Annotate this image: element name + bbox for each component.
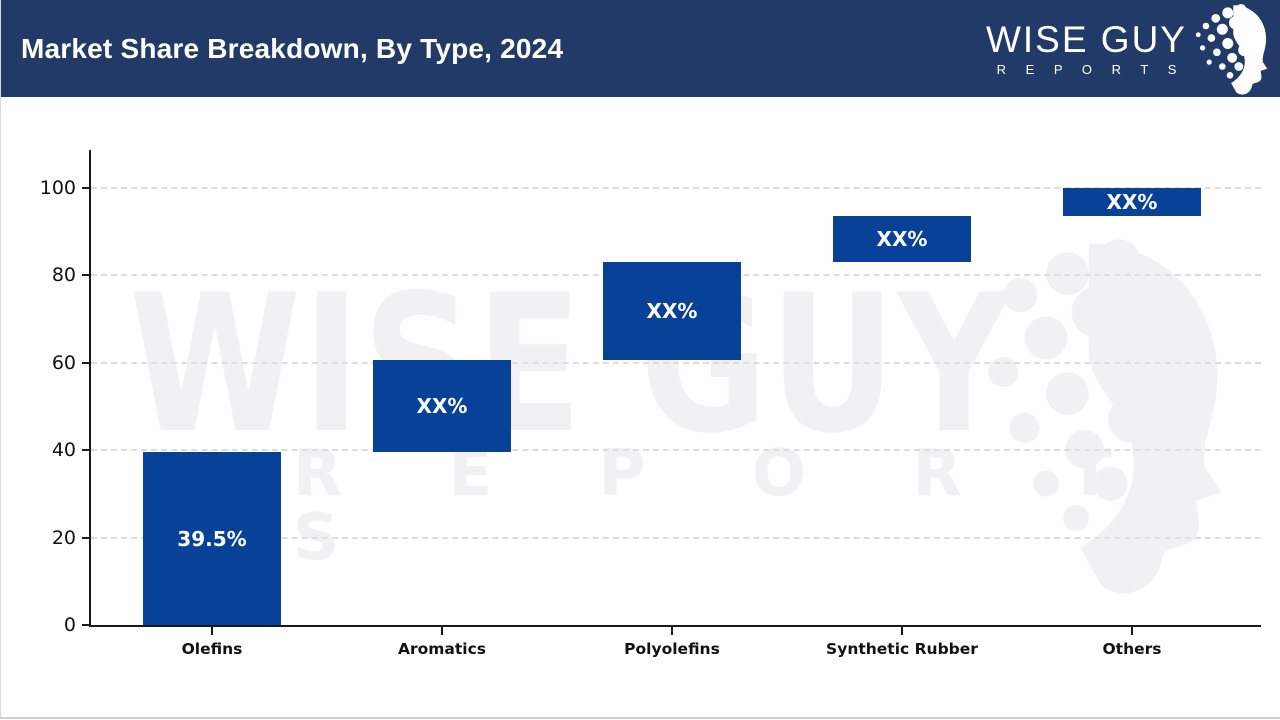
y-axis-line [89,150,91,627]
logo-head-icon [1195,3,1268,95]
x-tick-mark-aromatics [441,627,443,635]
x-tick-mark-polyolefins [671,627,673,635]
y-tick-mark-80 [82,274,90,276]
bar-value-label-others: XX% [1106,189,1158,214]
bar-others: XX% [1063,187,1201,216]
bar-value-label-olefins: 39.5% [177,526,247,551]
logo-text: WISE GUY R E P O R T S [986,21,1187,77]
watermark-wise-guy: WISE GUY [129,254,1013,475]
bar-value-label-aromatics: XX% [416,394,468,419]
y-tick-label-60: 60 [51,351,76,374]
bar-value-label-polyolefins: XX% [646,299,698,324]
y-tick-label-100: 100 [39,176,76,199]
y-tick-mark-60 [82,361,90,364]
x-category-label-others: Others [1102,640,1162,658]
bar-polyolefins: XX% [603,261,741,361]
y-tick-mark-20 [82,536,90,539]
bar-value-label-synthetic-rubber: XX% [876,226,928,251]
y-tick-label-40: 40 [51,439,76,461]
y-tick-label-80: 80 [51,264,76,286]
bar-olefins: 39.5% [143,452,281,625]
header-bar: Market Share Breakdown, By Type, 2024 WI… [1,0,1280,97]
x-category-label-aromatics: Aromatics [397,640,487,658]
gridline-40 [91,449,1261,451]
gridline-60 [91,361,1261,364]
x-tick-mark-synthetic-rubber [901,627,903,635]
y-tick-mark-100 [82,186,90,189]
x-axis-line [89,625,1261,627]
y-tick-label-0: 0 [63,614,76,636]
y-tick-mark-40 [82,449,90,451]
wise-guy-logo: WISE GUY R E P O R T S [986,3,1280,95]
gridline-20 [91,536,1261,539]
logo-name: WISE GUY [985,18,1187,60]
x-category-label-synthetic-rubber: Synthetic Rubber [826,640,978,658]
gridline-100 [91,186,1261,189]
x-tick-mark-olefins [211,627,213,635]
watermark-head-icon [988,239,1222,594]
bar-synthetic-rubber: XX% [833,215,971,262]
page-title: Market Share Breakdown, By Type, 2024 [21,32,564,64]
x-category-label-olefins: Olefins [181,640,243,658]
logo-tagline: R E P O R T S [996,61,1185,77]
bar-aromatics: XX% [373,360,511,453]
y-tick-label-20: 20 [51,526,76,549]
x-category-label-polyolefins: Polyolefins [624,640,720,658]
y-tick-mark-0 [82,624,90,626]
x-tick-mark-others [1131,627,1133,635]
